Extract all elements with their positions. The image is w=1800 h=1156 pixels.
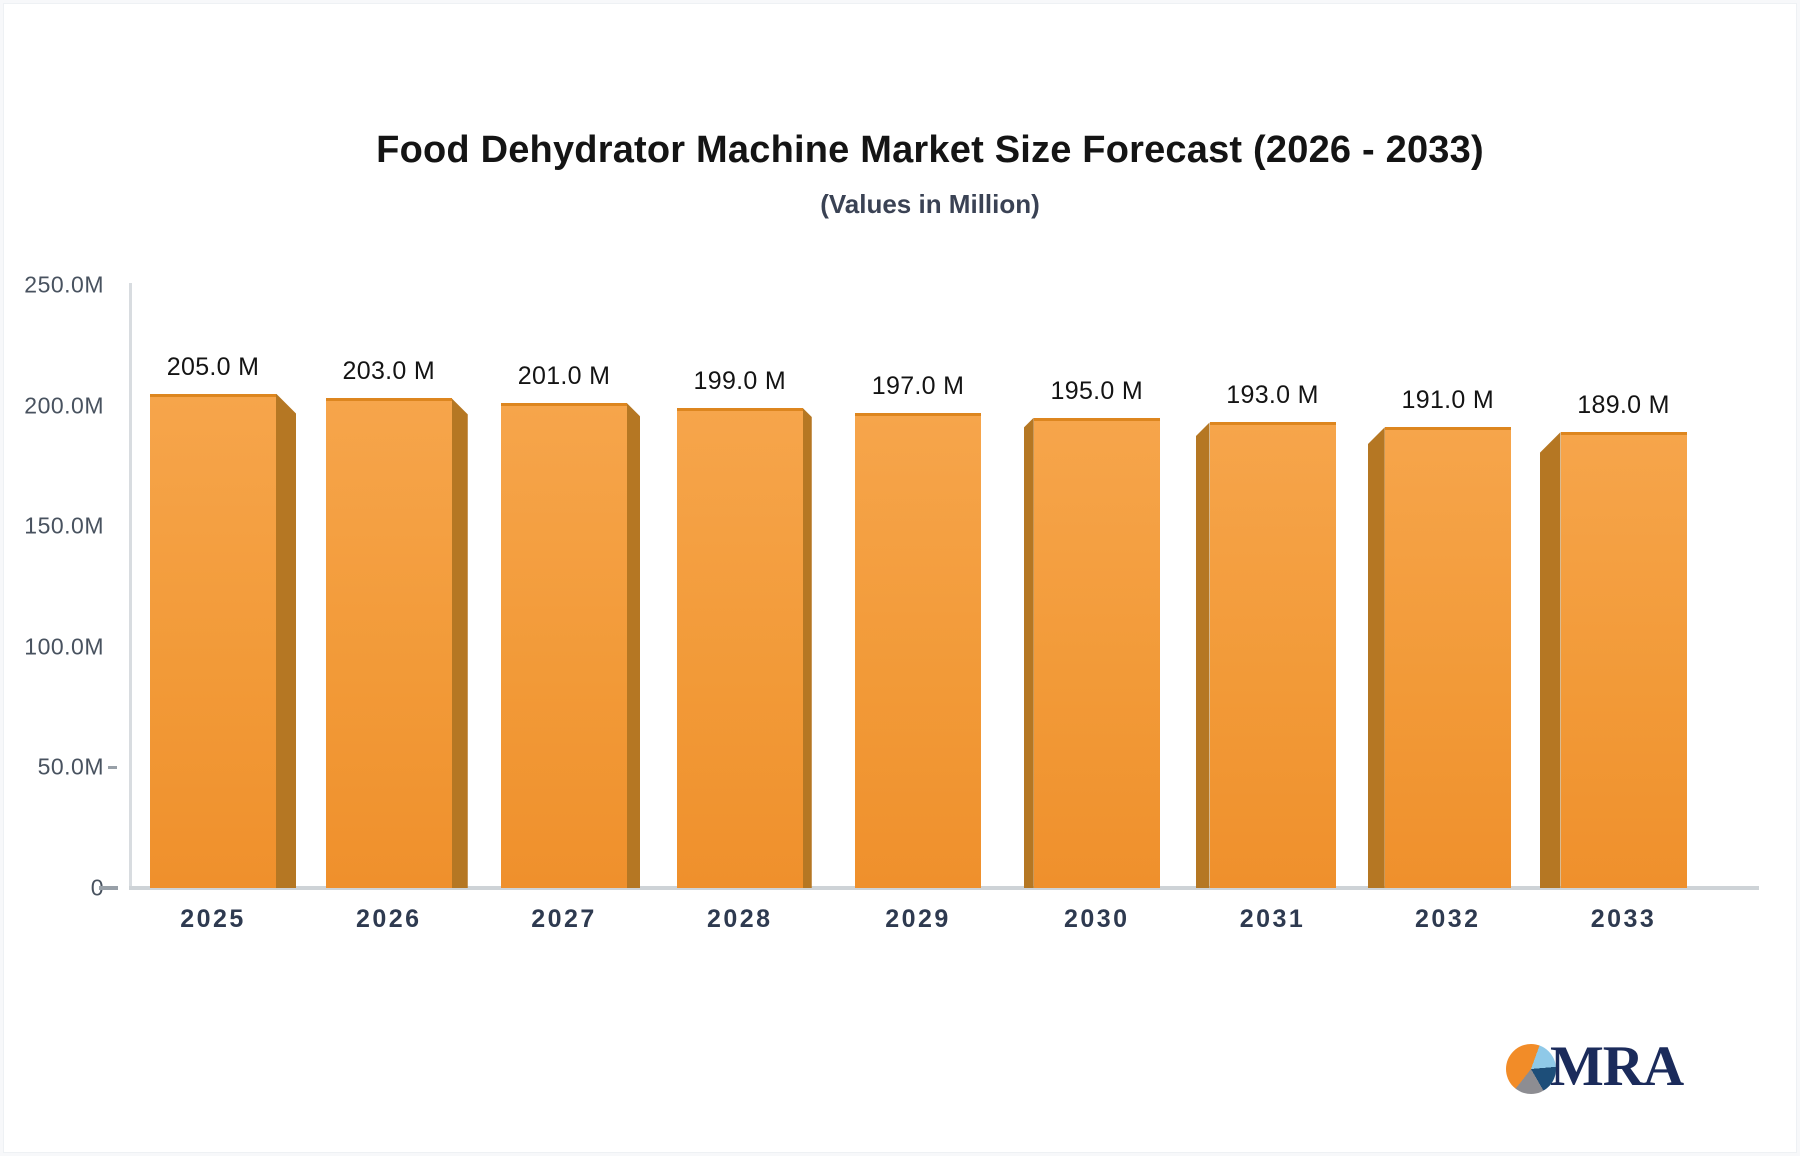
y-axis-label: 150.0M — [24, 512, 104, 539]
pie-chart-logo-icon — [1506, 1044, 1556, 1094]
bar-value-label: 195.0 M — [1050, 376, 1143, 405]
bar-value-label: 193.0 M — [1226, 381, 1319, 410]
y-axis-label: 100.0M — [24, 633, 104, 660]
y-axis-label: 200.0M — [24, 392, 104, 419]
chart-subtitle: (Values in Million) — [820, 188, 1040, 219]
x-axis-label: 2030 — [1063, 905, 1130, 933]
x-axis-label: 2028 — [706, 905, 773, 933]
bar-value-label: 201.0 M — [517, 362, 611, 391]
mra-logo: MRA — [1504, 1035, 1724, 1108]
bar-face — [325, 398, 452, 888]
bar-value-label: 199.0 M — [693, 367, 786, 395]
x-axis-label: 2025 — [180, 905, 246, 933]
x-axis-label: 2033 — [1590, 905, 1657, 933]
x-axis-label: 2027 — [531, 905, 597, 933]
bar-2025[interactable] — [150, 393, 296, 888]
chart-title: Food Dehydrator Machine Market Size Fore… — [376, 129, 1484, 172]
bar-face — [855, 412, 981, 888]
bar-2033[interactable] — [1539, 432, 1687, 888]
bar-3d-side — [1195, 422, 1210, 888]
bar-3d-side — [276, 393, 296, 888]
bar-2029[interactable] — [855, 412, 981, 888]
bar-3d-side — [627, 403, 640, 888]
y-axis-line — [129, 283, 132, 890]
bar-face — [1560, 432, 1687, 888]
x-axis-label: 2029 — [885, 905, 951, 933]
bar-face — [501, 403, 627, 888]
bar-3d-side — [802, 408, 812, 888]
x-axis-label: 2026 — [355, 905, 422, 933]
y-axis-label: 0 — [90, 874, 104, 901]
bar-2032[interactable] — [1367, 427, 1511, 888]
y-axis-label: 50.0M — [37, 753, 104, 780]
y-axis-tick — [108, 766, 117, 770]
logo-text: MRA — [1550, 1035, 1684, 1098]
bar-value-label: 189.0 M — [1577, 391, 1670, 420]
bar-2030[interactable] — [1023, 417, 1160, 888]
x-axis-label: 2032 — [1414, 905, 1481, 933]
bar-3d-side — [1539, 432, 1561, 888]
bar-face — [676, 408, 803, 888]
bar-3d-side — [1023, 417, 1034, 888]
bar-3d-side — [451, 398, 468, 888]
bar-2026[interactable] — [325, 398, 468, 888]
x-axis-label: 2031 — [1239, 905, 1306, 933]
bar-value-label: 197.0 M — [871, 371, 965, 400]
bar-value-label: 205.0 M — [166, 352, 260, 381]
bar-face — [1384, 427, 1511, 888]
bar-face — [150, 393, 276, 888]
bar-face — [1033, 417, 1160, 888]
bar-value-label: 203.0 M — [342, 357, 435, 386]
bar-value-label: 191.0 M — [1401, 386, 1494, 415]
bar-2027[interactable] — [501, 403, 640, 888]
bar-2031[interactable] — [1195, 422, 1336, 888]
bar-3d-side — [1367, 427, 1385, 888]
x-axis-line — [129, 886, 1759, 890]
bar-face — [1209, 422, 1336, 888]
bar-2028[interactable] — [676, 408, 812, 888]
y-axis-label: 250.0M — [24, 271, 104, 298]
y-axis-tick — [99, 886, 118, 890]
